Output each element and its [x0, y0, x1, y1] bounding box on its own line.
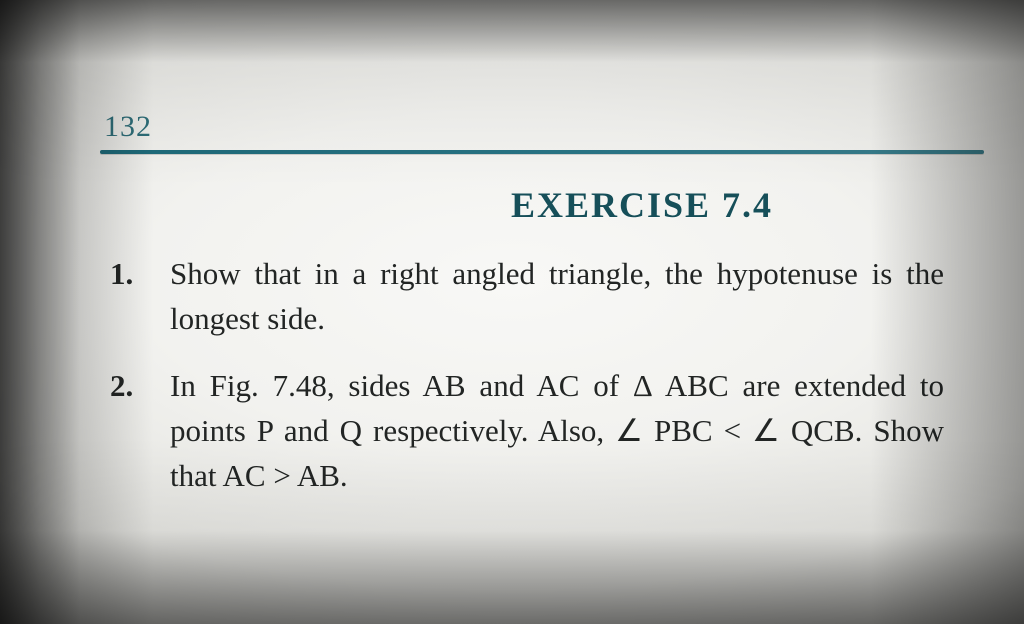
question-text: In Fig. 7.48, sides AB and AC of Δ ABC a… — [170, 368, 944, 493]
question-item: Show that in a right angled triangle, th… — [160, 252, 944, 342]
header-rule — [100, 150, 984, 154]
page-number: 132 — [100, 110, 984, 144]
textbook-page: 132 EXERCISE 7.4 Show that in a right an… — [100, 110, 984, 521]
spine-shadow — [0, 0, 80, 624]
question-list: Show that in a right angled triangle, th… — [100, 252, 984, 499]
question-item: In Fig. 7.48, sides AB and AC of Δ ABC a… — [160, 364, 944, 499]
question-text: Show that in a right angled triangle, th… — [170, 256, 944, 336]
exercise-title: EXERCISE 7.4 — [300, 184, 984, 226]
